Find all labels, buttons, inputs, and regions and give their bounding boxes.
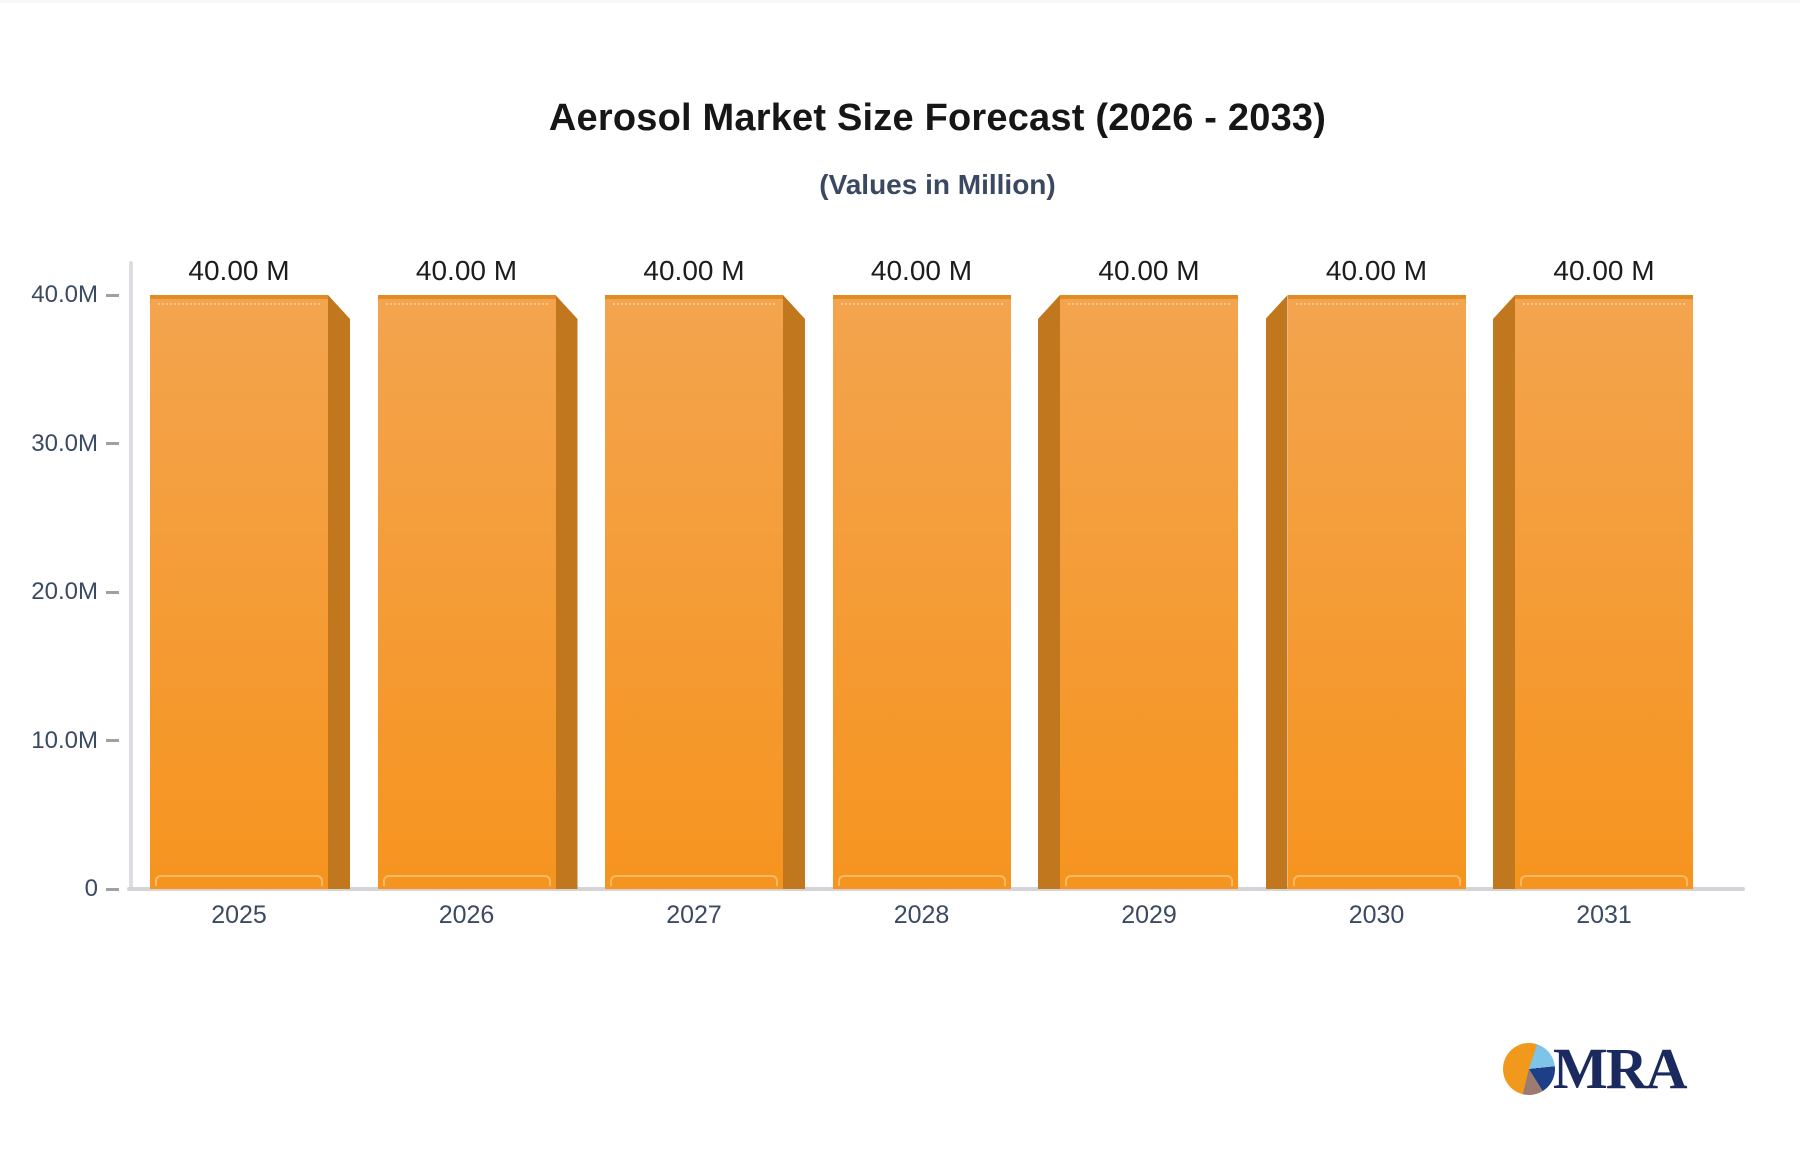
x-axis-baseline — [127, 887, 1745, 891]
bar-2025[interactable] — [150, 295, 328, 889]
x-axis-label-2030: 2030 — [1348, 901, 1405, 929]
y-axis-line — [129, 261, 133, 891]
bar-value-label: 40.00 M — [1325, 255, 1428, 286]
mra-logo: MRA — [1503, 1036, 1688, 1101]
bar-3d-side — [1038, 295, 1060, 889]
bar-value-label: 40.00 M — [643, 255, 745, 286]
bar-2028[interactable] — [832, 295, 1011, 889]
y-axis-tick-mark — [106, 739, 119, 742]
y-axis-tick-label: 0 — [84, 875, 98, 902]
y-axis-tick-label: 40.0M — [31, 281, 98, 308]
y-axis-tick-label: 20.0M — [31, 578, 98, 605]
x-axis-label-2026: 2026 — [438, 901, 495, 929]
bar-2029[interactable] — [1060, 295, 1238, 889]
bar-value-label: 40.00 M — [188, 255, 290, 286]
bar-value-label: 40.00 M — [1553, 255, 1655, 286]
y-axis-tick-label: 30.0M — [31, 429, 98, 457]
bar-2031[interactable] — [1515, 295, 1693, 889]
y-axis-tick-mark — [106, 887, 119, 891]
x-axis-label-2028: 2028 — [893, 901, 950, 929]
bar-3d-side — [783, 295, 805, 889]
y-axis-tick-label: 10.0M — [31, 726, 98, 754]
bar-value-label: 40.00 M — [870, 255, 973, 286]
x-axis-label-2029: 2029 — [1121, 901, 1177, 929]
bar-2026[interactable] — [377, 295, 556, 889]
bar-2027[interactable] — [605, 295, 783, 889]
x-axis-label-2031: 2031 — [1576, 901, 1632, 929]
bar-value-label: 40.00 M — [1098, 255, 1200, 286]
chart-subtitle: (Values in Million) — [819, 169, 1056, 200]
bar-2030[interactable] — [1287, 295, 1466, 889]
chart-title: Aerosol Market Size Forecast (2026 - 203… — [548, 97, 1327, 139]
bar-3d-side — [1493, 295, 1515, 889]
bar-3d-side — [1265, 295, 1288, 889]
bar-3d-side — [328, 295, 350, 889]
bar-3d-side — [555, 295, 578, 889]
bar-value-label: 40.00 M — [415, 255, 518, 286]
x-axis-label-2025: 2025 — [211, 901, 267, 929]
y-axis-tick-mark — [106, 293, 119, 297]
y-axis-tick-mark — [106, 442, 119, 445]
pie-chart-logo-icon — [1503, 1043, 1555, 1095]
logo-text: MRA — [1553, 1036, 1688, 1101]
x-axis-label-2027: 2027 — [666, 901, 722, 929]
y-axis-tick-mark — [106, 590, 119, 594]
